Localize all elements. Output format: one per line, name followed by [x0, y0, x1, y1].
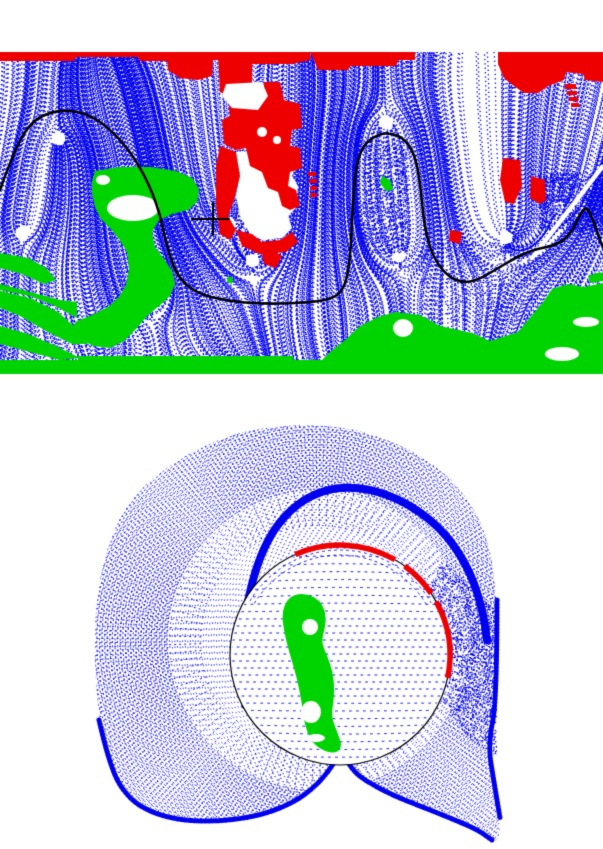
figure-page — [0, 0, 603, 849]
field-line-figure-canvas — [0, 0, 603, 849]
